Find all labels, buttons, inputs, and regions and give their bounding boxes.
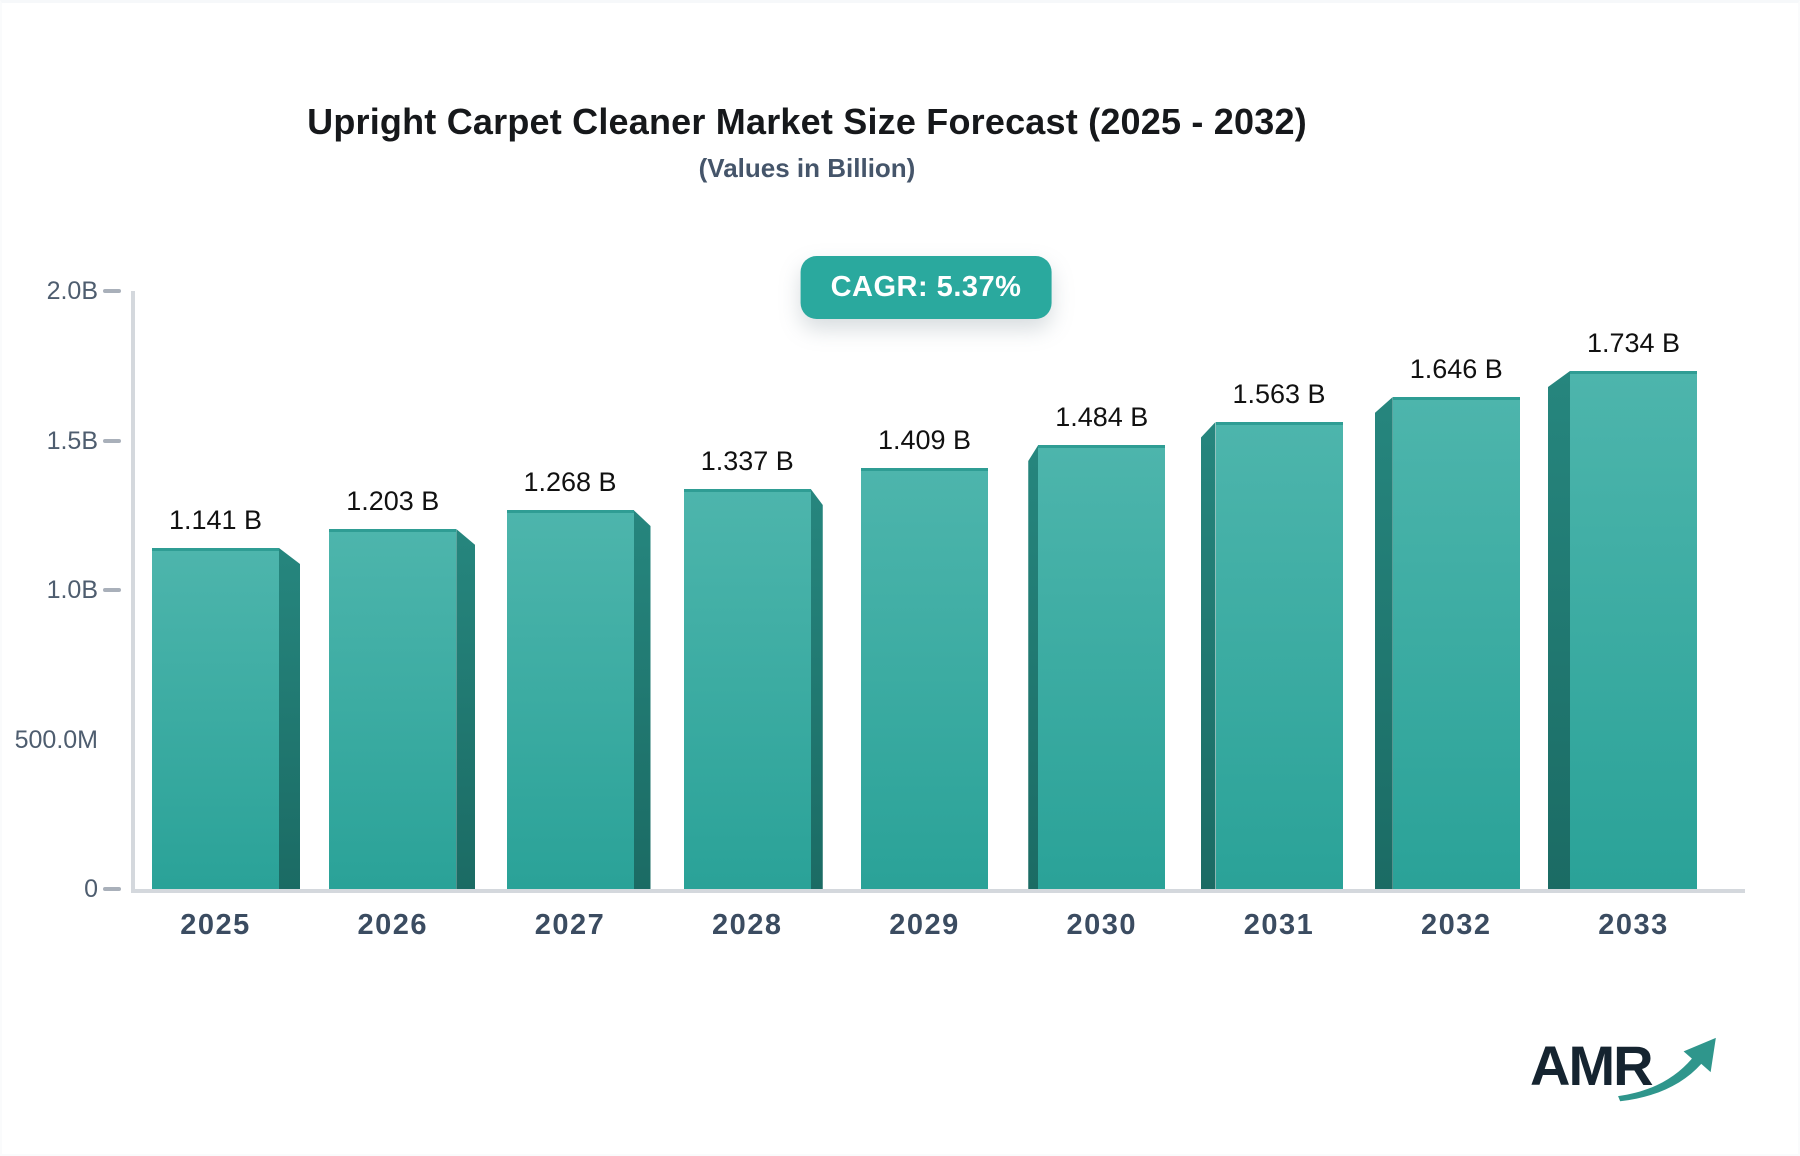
bar-side-2031 — [1200, 422, 1216, 889]
bar-side-2025 — [279, 548, 300, 889]
y-tick-dash — [103, 438, 121, 443]
bar-face-2031 — [1215, 422, 1343, 889]
y-axis-line — [131, 291, 135, 893]
bar-face-2027 — [506, 510, 634, 889]
bar-face-2025 — [152, 548, 279, 889]
x-axis-label-2032: 2032 — [1420, 909, 1492, 941]
chart-subtitle: (Values in Billion) — [698, 153, 916, 183]
bar-face-2028 — [683, 489, 811, 889]
bar-value-label-2027: 1.268 B — [523, 467, 617, 497]
trend-up-arrow-icon — [1618, 1037, 1716, 1102]
y-tick-label: 2.0B — [46, 277, 98, 305]
x-axis-label-2031: 2031 — [1243, 909, 1315, 941]
x-axis-label-2028: 2028 — [711, 909, 783, 941]
bar-side-2033 — [1548, 371, 1570, 889]
y-tick-label: 0 — [84, 875, 98, 903]
x-axis-label-2033: 2033 — [1598, 909, 1669, 941]
bar-value-label-2030: 1.484 B — [1055, 402, 1149, 432]
bar-value-label-2026: 1.203 B — [346, 486, 440, 516]
bar-side-2026 — [456, 529, 476, 889]
bar-side-2032 — [1374, 397, 1393, 889]
x-axis-label-2027: 2027 — [534, 909, 606, 941]
bar-side-2027 — [633, 510, 651, 889]
bar-face-2026 — [329, 529, 457, 889]
y-tick-label: 1.5B — [46, 426, 98, 455]
x-axis-label-2030: 2030 — [1066, 909, 1138, 941]
bar-side-2030 — [1028, 445, 1039, 889]
chart-title: Upright Carpet Cleaner Market Size Forec… — [307, 101, 1307, 142]
bar-face-2033 — [1570, 371, 1697, 889]
bar-face-2029 — [861, 468, 988, 889]
bar-face-2030 — [1038, 445, 1166, 889]
bar-value-label-2031: 1.563 B — [1232, 379, 1326, 409]
bar-value-label-2025: 1.141 B — [168, 505, 263, 535]
amr-logo-text: AMR — [1530, 1034, 1654, 1097]
bar-value-label-2033: 1.734 B — [1586, 328, 1681, 358]
bar-value-label-2032: 1.646 B — [1409, 354, 1503, 384]
x-axis-label-2029: 2029 — [889, 909, 960, 941]
y-tick-dash — [103, 887, 121, 891]
x-axis-label-2026: 2026 — [357, 909, 429, 941]
cagr-badge: CAGR: 5.37% — [800, 256, 1052, 319]
bar-side-2028 — [810, 489, 823, 889]
amr-logo: AMR — [1530, 1025, 1730, 1115]
bar-face-2032 — [1392, 397, 1520, 889]
bar-value-label-2028: 1.337 B — [700, 446, 794, 476]
x-axis-line — [131, 889, 1745, 893]
x-axis-label-2025: 2025 — [180, 909, 251, 941]
y-tick-dash — [103, 289, 121, 293]
bar-value-label-2029: 1.409 B — [877, 425, 972, 455]
y-tick-dash — [103, 588, 121, 592]
y-tick-label: 1.0B — [46, 576, 98, 604]
y-tick-label: 500.0M — [14, 725, 98, 754]
